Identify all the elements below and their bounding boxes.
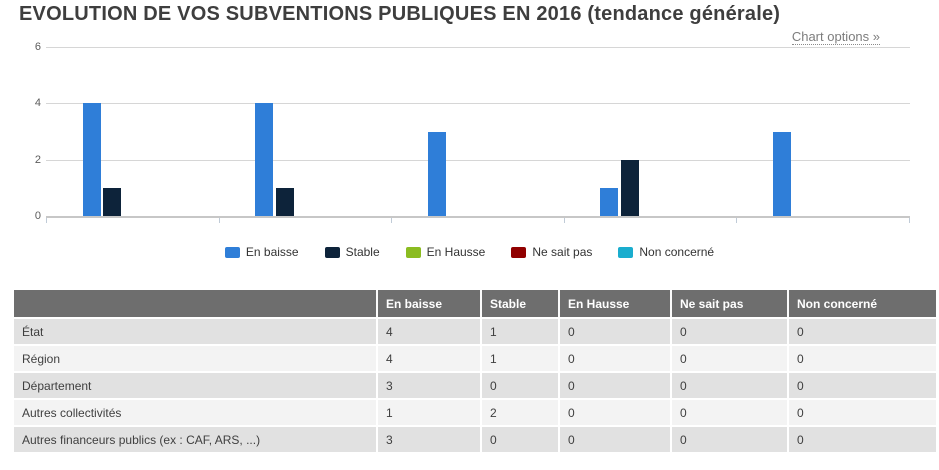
y-axis-label: 2 [34,153,41,166]
row-label: Autres financeurs publics (ex : CAF, ARS… [14,425,378,452]
table-cell: 0 [672,398,789,425]
table-cell: 4 [378,317,482,344]
legend-swatch [324,246,340,258]
y-axis-label: 6 [34,41,41,53]
table-cell: 0 [789,344,936,371]
table-cell: 0 [560,317,672,344]
legend-item-en-hausse[interactable]: En Hausse [405,245,486,259]
table-column-header: En Hausse [560,290,672,317]
table-cell: 0 [789,317,936,344]
table-cell: 0 [672,317,789,344]
table-cell: 0 [789,398,936,425]
legend-label: En Hausse [426,245,486,259]
bar-en-baisse [255,103,274,216]
table-row: Région 4 1 0 0 0 [14,344,936,371]
table-row: État 4 1 0 0 0 [14,317,936,344]
bar-en-baisse [82,103,101,216]
stats-table: En baisse Stable En Hausse Ne sait pas Non c… [14,290,936,452]
table-cell: 0 [672,425,789,452]
table-column-header: Non concerné [789,290,936,317]
x-axis-tick [46,218,47,223]
table-header-row: En baisse Stable En Hausse Ne sait pas Non c… [14,290,936,317]
table-row: Autres financeurs publics (ex : CAF, ARS… [14,425,936,452]
table-cell: 0 [560,344,672,371]
table-column-header: Stable [482,290,560,317]
legend-label: Ne sait pas [532,245,593,259]
table-cell: 0 [482,371,560,398]
bar-en-baisse [427,131,446,216]
legend-swatch [224,246,240,258]
y-axis-label: 0 [34,210,41,222]
bar-stable [275,187,294,216]
x-axis-tick [909,218,910,223]
legend-swatch [618,246,634,258]
bar-en-baisse [600,187,619,216]
table-column-header: Ne sait pas [672,290,789,317]
bar-stable [102,187,121,216]
table-row: Autres collectivités 1 2 0 0 0 [14,398,936,425]
bar-stable [620,159,639,216]
table-cell: 0 [560,398,672,425]
legend-item-ne-sait-pas[interactable]: Ne sait pas [511,245,592,259]
chart-legend: En baisse Stable En Hausse Ne sait pas Non c… [0,245,939,259]
legend-item-stable[interactable]: Stable [324,245,380,259]
gridline [46,159,910,161]
row-label: Région [14,344,378,371]
table-body: État 4 1 0 0 0 Région 4 1 0 0 0 Département 3 0 0 0 0 Autr… [14,317,936,452]
bar-en-baisse [772,131,791,216]
legend-label: Non concerné [639,245,715,259]
x-axis-line [46,216,910,218]
chart-options-link[interactable]: Chart options » [791,29,880,45]
legend-item-non-concerné[interactable]: Non concerné [618,245,714,259]
y-axis-label: 4 [34,97,41,110]
table-cell: 4 [378,344,482,371]
page-title: EVOLUTION DE VOS SUBVENTIONS PUBLIQUES E… [19,3,781,25]
table-cell: 0 [789,425,936,452]
legend-swatch [511,246,527,258]
table-cell: 0 [672,344,789,371]
table-column-header [14,290,378,317]
row-label: Département [14,371,378,398]
legend-item-en-baisse[interactable]: En baisse [224,245,299,259]
table-cell: 0 [560,425,672,452]
x-axis-tick [736,218,738,223]
table-cell: 0 [560,371,672,398]
legend-swatch [405,246,421,258]
table-cell: 0 [672,371,789,398]
x-axis-tick [563,218,565,223]
table-cell: 0 [482,425,560,452]
row-label: Autres collectivités [14,398,378,425]
table-column-header: En baisse [378,290,482,317]
table-cell: 1 [378,398,482,425]
gridline [46,47,910,48]
table-cell: 3 [378,425,482,452]
table-cell: 2 [482,398,560,425]
legend-label: En baisse [245,245,299,259]
gridline [46,103,910,105]
legend-label: Stable [345,245,380,259]
table-row: Département 3 0 0 0 0 [14,371,936,398]
x-axis-tick [391,218,393,223]
table-cell: 1 [482,344,560,371]
row-label: État [14,317,378,344]
x-axis-tick [218,218,220,223]
chart-options: Chart options » [791,29,880,45]
table-cell: 3 [378,371,482,398]
bar-chart: 0 2 4 6 [34,41,910,223]
table-cell: 1 [482,317,560,344]
table-cell: 0 [789,371,936,398]
